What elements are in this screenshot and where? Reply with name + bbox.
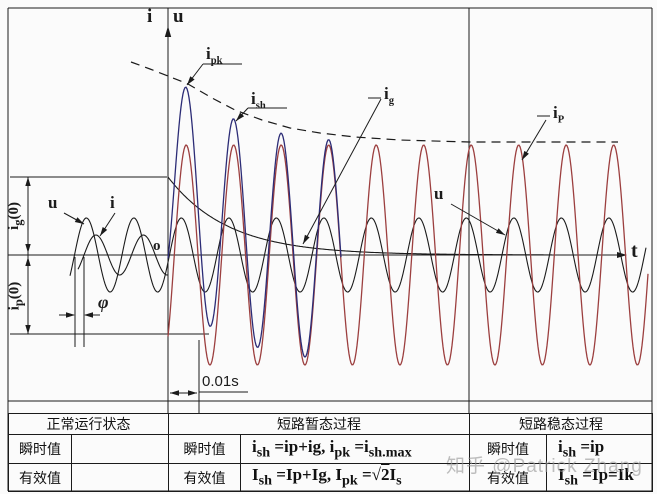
summary-table: 正常运行状态 短路暂态过程 短路稳态过程 瞬时值 瞬时值 ish =ip+ig,… [8,413,653,492]
cell-steady-rms-formula: Ish =Ip=Ik [546,463,653,492]
table-header-row: 正常运行状态 短路暂态过程 短路稳态过程 [8,413,653,435]
label-ip0: ip(0) [6,281,25,311]
label-i-p: iP [553,103,565,126]
cell-transient-rms-label: 有效值 [168,463,241,492]
y-axis-label-u: u [173,6,184,27]
label-time-to-peak: 0.01s [202,373,239,390]
origin-label: o [153,238,161,254]
x-axis-label-t: t [631,240,638,262]
label-ig0: ig(0) [5,202,25,230]
header-steady-state: 短路稳态过程 [469,413,653,435]
cell-transient-rms-formula: Ish =Ip+Ig, Ipk =√2Is [240,463,470,492]
cell-normal-rms-value [71,463,169,492]
label-i-normal: i [110,193,115,212]
watermark: 知乎 @Patrick Zhang [446,456,643,477]
label-i-pk: ipk [206,44,223,67]
cell-transient-inst-label: 瞬时值 [168,434,241,464]
cell-transient-inst-formula: ish =ip+ig, ipk =ish.max [240,434,470,464]
label-phi: φ [98,292,109,312]
cell-steady-inst-formula: ish =ip [546,434,653,464]
label-u-fault: u [434,184,444,203]
cell-normal-inst-value [71,434,169,464]
cell-normal-rms-label: 有效值 [8,463,72,492]
header-transient-state: 短路暂态过程 [168,413,470,435]
label-u-normal: u [48,193,58,212]
cell-normal-inst-label: 瞬时值 [8,434,72,464]
label-i-g: ig [384,84,394,107]
cell-steady-inst-label: 瞬时值 [469,434,547,464]
header-normal-state: 正常运行状态 [8,413,169,435]
label-i-sh: ish [251,89,266,112]
table-row: 有效值 有效值 Ish =Ip+Ig, Ipk =√2Is 有效值 Ish =I… [8,463,653,492]
y-axis-label-i: i [147,6,153,27]
